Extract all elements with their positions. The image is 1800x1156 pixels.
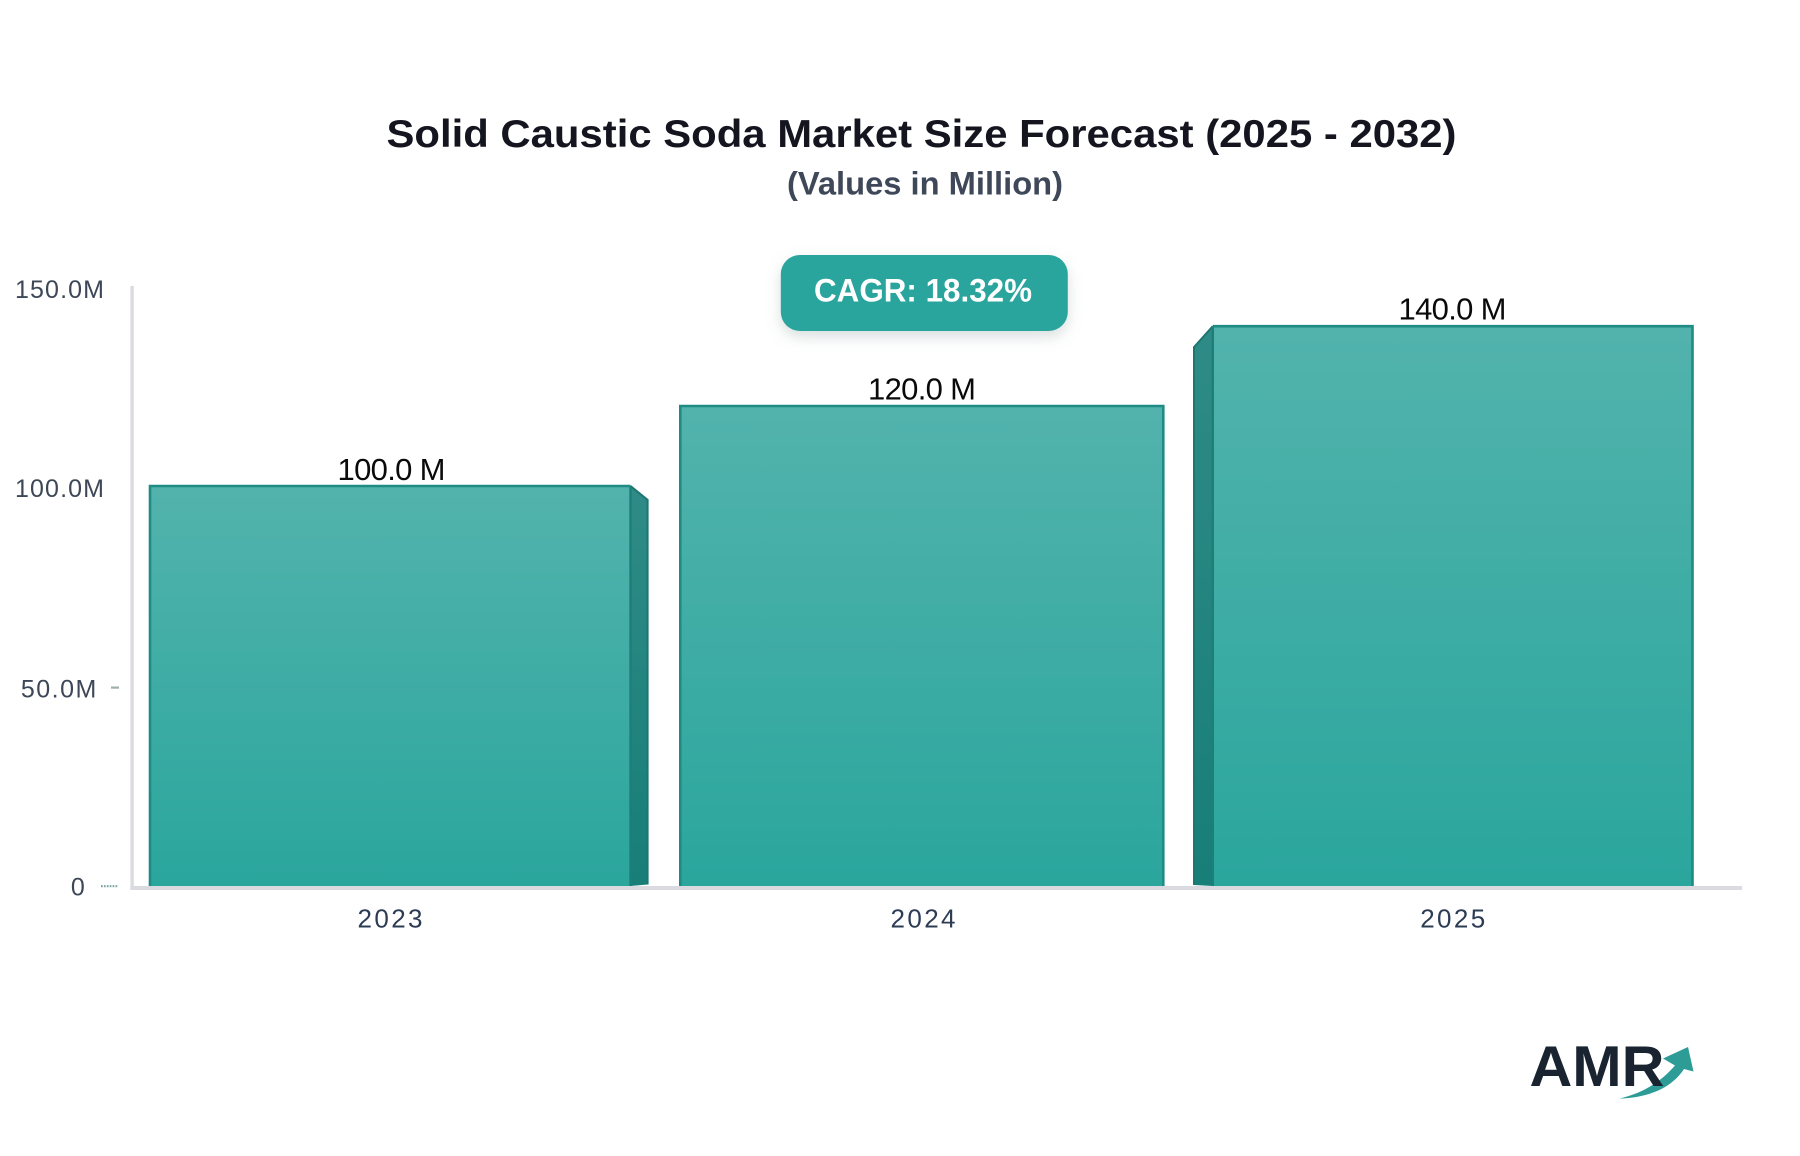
svg-text:140.0 M: 140.0 M xyxy=(1399,292,1507,327)
svg-text:2024: 2024 xyxy=(891,904,956,934)
svg-text:100.0M: 100.0M xyxy=(15,475,104,503)
svg-text:150.0M: 150.0M xyxy=(15,276,104,304)
svg-text:50.0M: 50.0M xyxy=(21,676,97,704)
svg-text:Solid Caustic Soda Market Size: Solid Caustic Soda Market Size Forecast … xyxy=(387,113,1457,156)
svg-text:(Values in Million): (Values in Million) xyxy=(787,166,1063,202)
svg-text:CAGR: 18.32%: CAGR: 18.32% xyxy=(814,272,1032,308)
svg-text:2025: 2025 xyxy=(1420,904,1485,934)
svg-text:0: 0 xyxy=(71,873,85,901)
svg-text:2023: 2023 xyxy=(358,904,423,934)
svg-text:120.0 M: 120.0 M xyxy=(868,372,976,407)
svg-text:100.0 M: 100.0 M xyxy=(338,452,446,487)
svg-text:AMR: AMR xyxy=(1530,1035,1665,1099)
